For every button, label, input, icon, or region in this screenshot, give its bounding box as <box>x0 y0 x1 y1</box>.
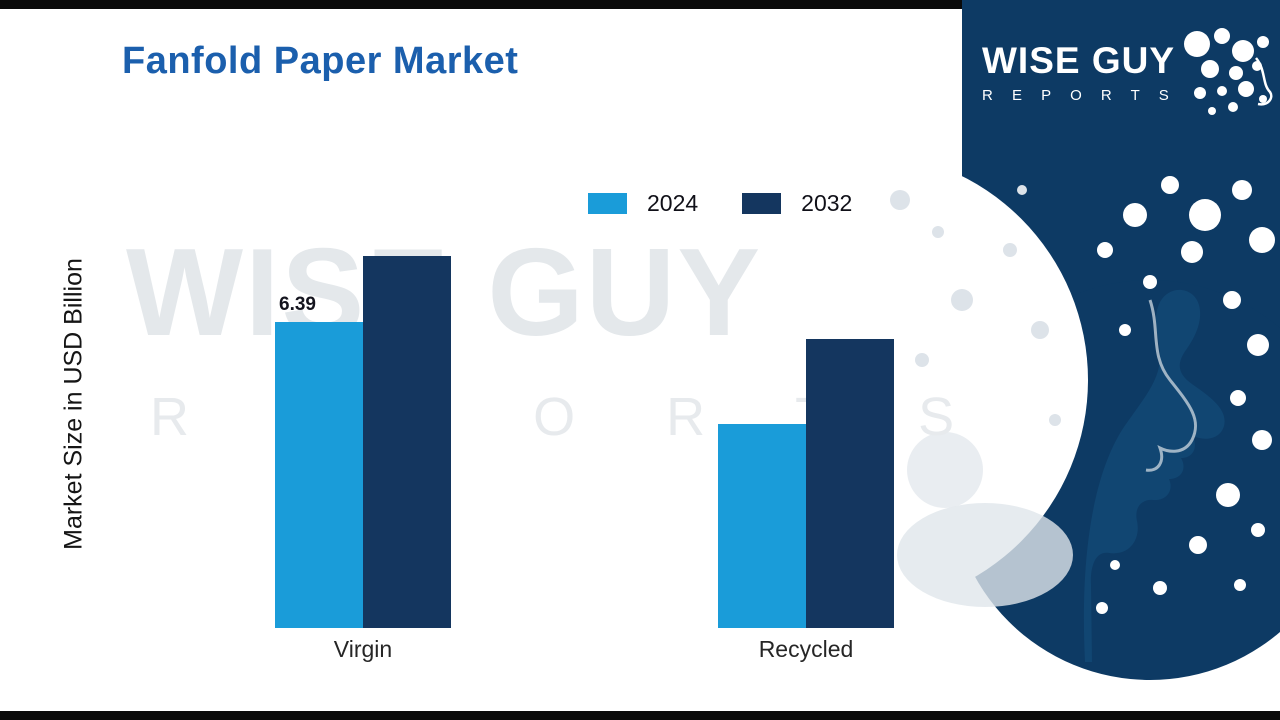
x-labels: Virgin Recycled <box>0 636 960 668</box>
bar-value-label: 6.39 <box>279 294 316 315</box>
plot-area: 6.39 <box>275 256 894 628</box>
page-title: Fanfold Paper Market <box>122 40 519 82</box>
y-axis-label: Market Size in USD Billion <box>59 258 88 550</box>
category-label-recycled: Recycled <box>758 636 854 662</box>
bar-virgin-2032 <box>363 256 451 628</box>
legend-item-2024: 2024 <box>588 190 698 217</box>
wise-guy-reports-logo: WISE GUY R E P O R T S <box>982 40 1176 104</box>
legend-item-2032: 2032 <box>742 190 852 217</box>
logo-subtitle: R E P O R T S <box>982 87 1177 104</box>
bar-recycled-2032 <box>806 339 894 628</box>
legend-swatch <box>588 193 627 214</box>
category-label-virgin: Virgin <box>333 636 393 662</box>
legend-label: 2032 <box>801 190 853 216</box>
logo-wordmark: WISE GUY <box>982 40 1176 81</box>
bar-virgin-2024 <box>275 322 363 628</box>
bottom-strip <box>0 711 1280 720</box>
legend-label: 2024 <box>647 190 699 216</box>
legend: 2024 2032 <box>588 190 852 217</box>
bar-recycled-2024 <box>718 424 806 628</box>
top-strip <box>0 0 962 9</box>
legend-swatch <box>742 193 782 214</box>
